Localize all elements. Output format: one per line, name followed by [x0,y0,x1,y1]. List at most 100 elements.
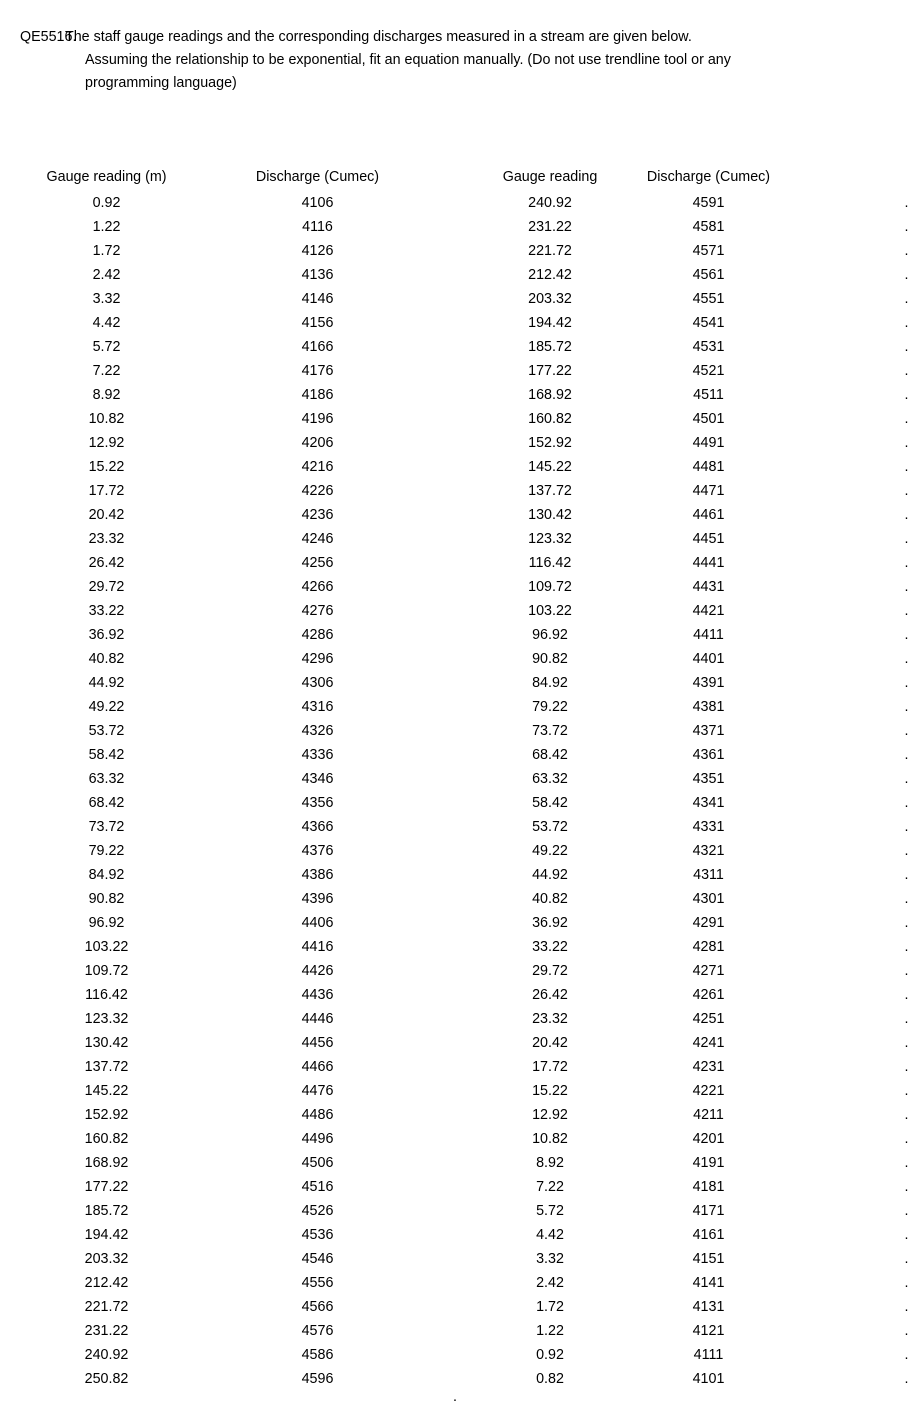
cell-discharge-right: 4111 [693,1347,724,1363]
column-spacer [422,166,492,191]
cell-discharge-left: 4406 [301,915,334,931]
cell-gauge-reading-left: 160.82 [84,1131,129,1147]
cell-gauge-reading-left: 49.22 [88,699,125,715]
cell-gauge-reading-right: 177.22 [528,363,572,379]
cell-spacer [422,335,492,359]
table-header-row: Gauge reading (m) Discharge (Cumec) Gaug… [0,166,914,191]
cell-spacer [422,767,492,791]
question-block: QE5516. The staff gauge readings and the… [0,26,900,95]
cell-discharge-left: 4386 [301,867,334,883]
margin-mark: . [904,291,909,307]
cell-discharge-right: 4441 [692,555,725,571]
cell-discharge-right: 4581 [692,219,725,235]
cell-discharge-right: 4161 [692,1227,725,1243]
cell-gauge-reading-left: 36.92 [88,627,125,643]
cell-spacer [422,719,492,743]
cell-gauge-reading-right: 63.32 [532,771,568,787]
cell-discharge-left: 4276 [301,603,334,619]
table-row: 212.42 4556 2.42 4141. [0,1271,914,1295]
margin-mark: . [904,411,909,427]
cell-discharge-left: 4496 [301,1131,334,1147]
cell-spacer [422,623,492,647]
cell-gauge-reading-right: 185.72 [528,339,572,355]
cell-gauge-reading-left: 8.92 [92,387,121,403]
cell-gauge-reading-right: 68.42 [532,747,568,763]
cell-gauge-reading-left: 203.32 [84,1251,129,1267]
cell-discharge-left: 4586 [301,1347,334,1363]
cell-gauge-reading-left: 73.72 [88,819,125,835]
table-row: 221.72 4566 1.72 4131. [0,1295,914,1319]
cell-gauge-reading-left: 3.32 [92,291,121,307]
cell-discharge-right: 4411 [693,627,724,643]
cell-gauge-reading-left: 123.32 [84,1011,129,1027]
table-row: 40.82 4296 90.82 4401. [0,647,914,671]
table-row: 10.82 4196 160.82 4501. [0,407,914,431]
table-row: 63.32 4346 63.32 4351. [0,767,914,791]
cell-gauge-reading-left: 221.72 [84,1299,129,1315]
cell-discharge-left: 4186 [301,387,334,403]
cell-discharge-left: 4256 [301,555,334,571]
cell-discharge-left: 4196 [301,411,334,427]
margin-mark: . [904,1347,909,1363]
margin-mark: . [904,1131,909,1147]
cell-gauge-reading-right: 5.72 [536,1203,564,1219]
cell-discharge-right: 4421 [692,603,725,619]
margin-mark: . [904,507,909,523]
cell-discharge-right: 4311 [693,867,724,883]
column-header-discharge-right: Discharge (Cumec) [646,169,771,185]
cell-gauge-reading-right: 20.42 [532,1035,568,1051]
cell-spacer [422,527,492,551]
table-row: 130.42 4456 20.42 4241. [0,1031,914,1055]
cell-spacer [422,1319,492,1343]
table-row: 44.92 4306 84.92 4391. [0,671,914,695]
cell-gauge-reading-right: 116.42 [528,555,572,571]
cell-gauge-reading-right: 123.32 [528,531,572,547]
cell-discharge-right: 4291 [692,915,725,931]
cell-gauge-reading-right: 15.22 [532,1083,568,1099]
cell-discharge-right: 4561 [692,267,725,283]
cell-discharge-right: 4471 [692,483,725,499]
cell-discharge-left: 4346 [301,771,334,787]
table-row: 36.92 4286 96.92 4411. [0,623,914,647]
cell-gauge-reading-left: 1.72 [92,243,121,259]
cell-discharge-left: 4416 [301,939,334,955]
margin-mark: . [904,579,909,595]
cell-spacer [422,1079,492,1103]
cell-spacer [422,1199,492,1223]
table-row: 84.92 4386 44.92 4311. [0,863,914,887]
table-row: 137.72 4466 17.72 4231. [0,1055,914,1079]
cell-gauge-reading-right: 79.22 [532,699,568,715]
cell-discharge-left: 4116 [302,219,333,235]
cell-discharge-left: 4476 [301,1083,334,1099]
cell-gauge-reading-right: 49.22 [532,843,568,859]
cell-spacer [422,431,492,455]
table-row: 231.22 4576 1.22 4121. [0,1319,914,1343]
cell-gauge-reading-right: 1.22 [536,1323,564,1339]
cell-discharge-right: 4101 [692,1371,725,1387]
cell-discharge-right: 4501 [692,411,725,427]
cell-discharge-right: 4151 [692,1251,725,1267]
cell-spacer [422,671,492,695]
cell-spacer [422,647,492,671]
table-row: 203.32 4546 3.32 4151. [0,1247,914,1271]
cell-discharge-right: 4261 [692,987,725,1003]
cell-discharge-right: 4531 [692,339,725,355]
cell-gauge-reading-right: 8.92 [536,1155,564,1171]
cell-gauge-reading-right: 10.82 [532,1131,568,1147]
margin-mark: . [904,1155,909,1171]
margin-mark: . [904,1203,909,1219]
cell-gauge-reading-right: 130.42 [528,507,572,523]
cell-gauge-reading-right: 3.32 [536,1251,564,1267]
margin-mark: . [904,459,909,475]
cell-discharge-right: 4351 [692,771,725,787]
table-row: 3.32 4146 203.32 4551. [0,287,914,311]
cell-gauge-reading-right: 2.42 [536,1275,564,1291]
cell-gauge-reading-left: 17.72 [88,483,125,499]
cell-spacer [422,503,492,527]
cell-gauge-reading-left: 26.42 [88,555,125,571]
table-row: 8.92 4186 168.92 4511. [0,383,914,407]
margin-mark: . [904,435,909,451]
cell-spacer [422,215,492,239]
cell-discharge-left: 4436 [301,987,334,1003]
cell-discharge-right: 4391 [692,675,725,691]
